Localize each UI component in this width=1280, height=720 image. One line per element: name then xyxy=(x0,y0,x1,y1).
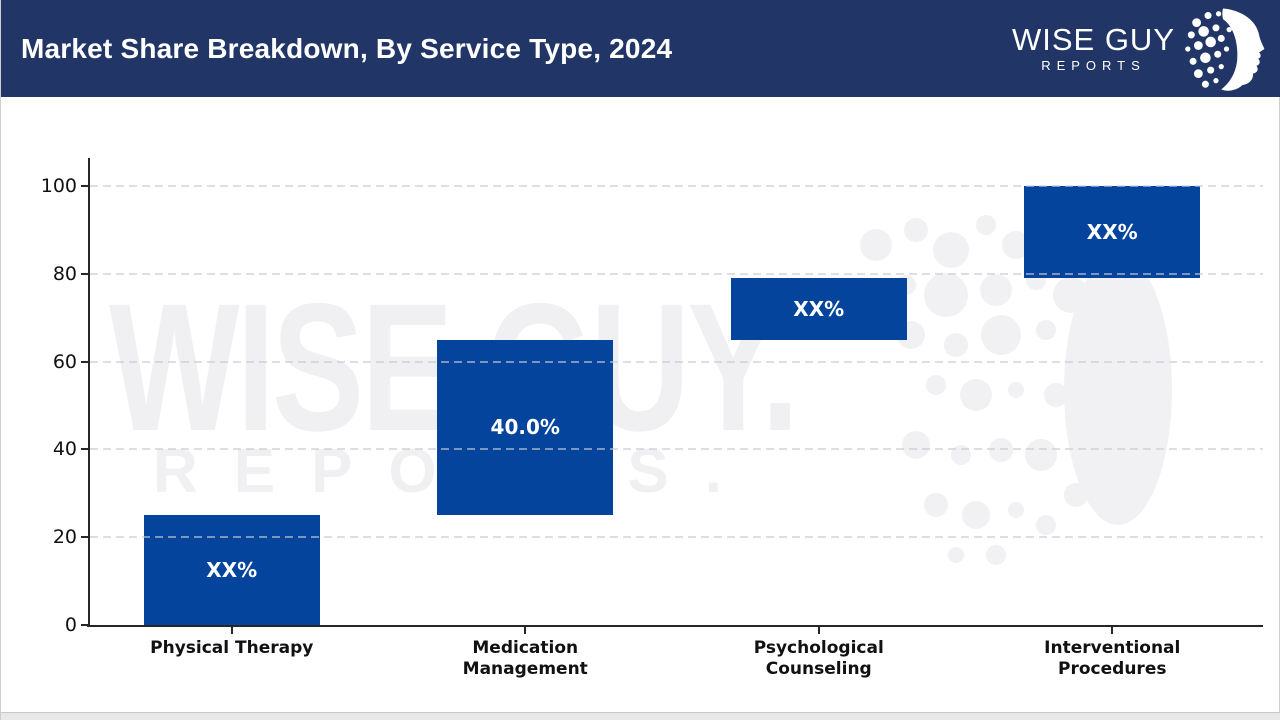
y-tick-label: 0 xyxy=(64,614,77,636)
bar-psychological-counseling: XX% xyxy=(730,278,907,340)
logo-name-bottom: REPORTS xyxy=(1041,57,1146,73)
bar-value-label: XX% xyxy=(1086,220,1138,245)
x-tick-label: Interventional Procedures xyxy=(1044,638,1181,679)
y-tick-label: 20 xyxy=(52,526,77,549)
x-tick-label: Psychological Counseling xyxy=(753,638,884,679)
bar-value-label: 40.0% xyxy=(490,415,560,440)
gridline-y-80 xyxy=(90,272,1263,275)
x-tick-mark xyxy=(1111,627,1114,634)
watermark-head-icon xyxy=(860,215,1172,565)
x-axis-line xyxy=(87,625,1263,627)
y-tick-mark xyxy=(81,185,88,187)
wiseguy-logo: WISE GUY REPORTS xyxy=(1012,5,1269,93)
gridline-y-40 xyxy=(90,448,1263,451)
y-tick-mark xyxy=(81,448,88,451)
x-tick-mark xyxy=(817,627,820,634)
x-tick-mark xyxy=(230,627,233,634)
y-axis-line xyxy=(88,158,90,627)
y-tick-mark xyxy=(81,536,88,539)
gridline-y-60 xyxy=(90,360,1263,363)
wiseguy-head-icon xyxy=(1185,8,1265,91)
bar-value-label: XX% xyxy=(206,558,258,583)
bottom-hairline xyxy=(1,712,1280,713)
x-tick-mark xyxy=(524,627,527,634)
y-tick-label: 40 xyxy=(52,438,77,461)
y-tick-mark xyxy=(81,272,88,275)
page-title: Market Share Breakdown, By Service Type,… xyxy=(21,32,673,64)
x-tick-label: Medication Management xyxy=(462,638,588,679)
bar-medication-management: 40.0% xyxy=(437,339,614,516)
y-tick-mark xyxy=(81,360,88,363)
y-tick-mark xyxy=(81,624,88,626)
header-bar: Market Share Breakdown, By Service Type,… xyxy=(1,0,1280,97)
bar-physical-therapy: XX% xyxy=(143,515,320,625)
bar-interventional-procedures: XX% xyxy=(1024,186,1201,279)
y-tick-label: 80 xyxy=(52,262,77,285)
wiseguy-logo-text: WISE GUY REPORTS xyxy=(1011,21,1175,73)
gridline-y-100 xyxy=(90,185,1263,187)
y-tick-label: 60 xyxy=(52,350,77,373)
bar-value-label: XX% xyxy=(793,296,845,321)
logo-name-top: WISE GUY xyxy=(1011,21,1175,57)
y-tick-label: 100 xyxy=(40,175,77,197)
x-tick-label: Physical Therapy xyxy=(150,638,314,658)
gridline-y-20 xyxy=(90,536,1263,539)
bottom-border-band xyxy=(1,713,1280,720)
